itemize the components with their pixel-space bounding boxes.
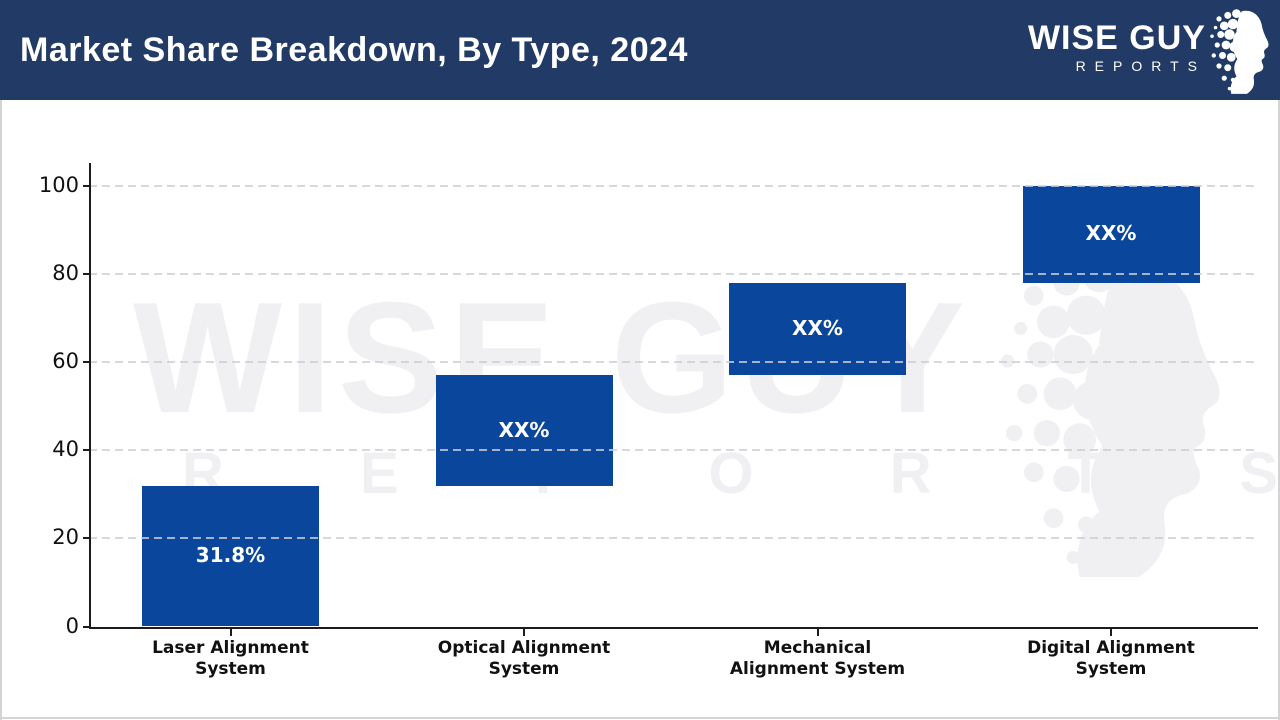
y-tick-label-40: 40 <box>52 437 79 462</box>
x-category-label: Mechanical Alignment System <box>729 638 906 679</box>
y-tick-80 <box>83 272 90 275</box>
gridline-80 <box>89 272 1255 275</box>
bar-laser-alignment-system <box>142 486 319 627</box>
x-tick-3 <box>1110 628 1112 636</box>
face-profile-dots-icon <box>1210 9 1269 94</box>
bar-mechanical-alignment-system <box>729 282 906 376</box>
x-category-label: Digital Alignment System <box>1027 638 1195 679</box>
x-category-label: Optical Alignment System <box>437 638 611 679</box>
gridline-40 <box>89 449 1255 452</box>
gridline-100 <box>89 184 1255 187</box>
frame-border-bottom <box>0 717 1280 719</box>
bar-value-label: XX% <box>1085 221 1137 245</box>
y-tick-label-0: 0 <box>65 613 79 638</box>
y-tick-40 <box>83 449 90 452</box>
x-axis-line <box>89 626 1258 629</box>
x-category-label: Laser Alignment System <box>152 638 309 679</box>
y-axis-line <box>89 163 91 629</box>
bar-optical-alignment-system <box>435 375 613 487</box>
x-tick-0 <box>229 628 232 636</box>
header-bar: Market Share Breakdown, By Type, 2024 WI… <box>0 0 1280 100</box>
y-tick-label-20: 20 <box>52 525 79 550</box>
y-tick-20 <box>83 537 90 540</box>
gridline-60 <box>89 360 1255 363</box>
logo-subtitle: REPORTS <box>1075 58 1206 74</box>
x-tick-1 <box>523 628 525 636</box>
bar-value-label: XX% <box>792 315 843 340</box>
bar-digital-alignment-system <box>1022 185 1200 283</box>
logo-text: WISE GUY REPORTS <box>1028 20 1206 76</box>
frame-border-right <box>1278 100 1280 720</box>
watermark-face-profile-dots-icon <box>1001 259 1220 578</box>
logo-wordmark: WISE GUY <box>1027 19 1206 57</box>
y-tick-label-80: 80 <box>52 260 79 285</box>
y-tick-0 <box>83 625 90 628</box>
frame-border-left <box>0 100 2 720</box>
bar-value-label: 31.8% <box>195 543 266 568</box>
y-tick-label-100: 100 <box>38 172 79 197</box>
y-tick-100 <box>83 184 90 187</box>
gridline-20 <box>89 537 1255 540</box>
page-title: Market Share Breakdown, By Type, 2024 <box>20 30 688 69</box>
bar-value-label: XX% <box>498 417 550 442</box>
wise-guy-logo: WISE GUY REPORTS <box>1014 6 1274 94</box>
x-tick-2 <box>816 628 819 636</box>
y-tick-60 <box>83 360 90 363</box>
y-tick-label-60: 60 <box>52 348 79 373</box>
